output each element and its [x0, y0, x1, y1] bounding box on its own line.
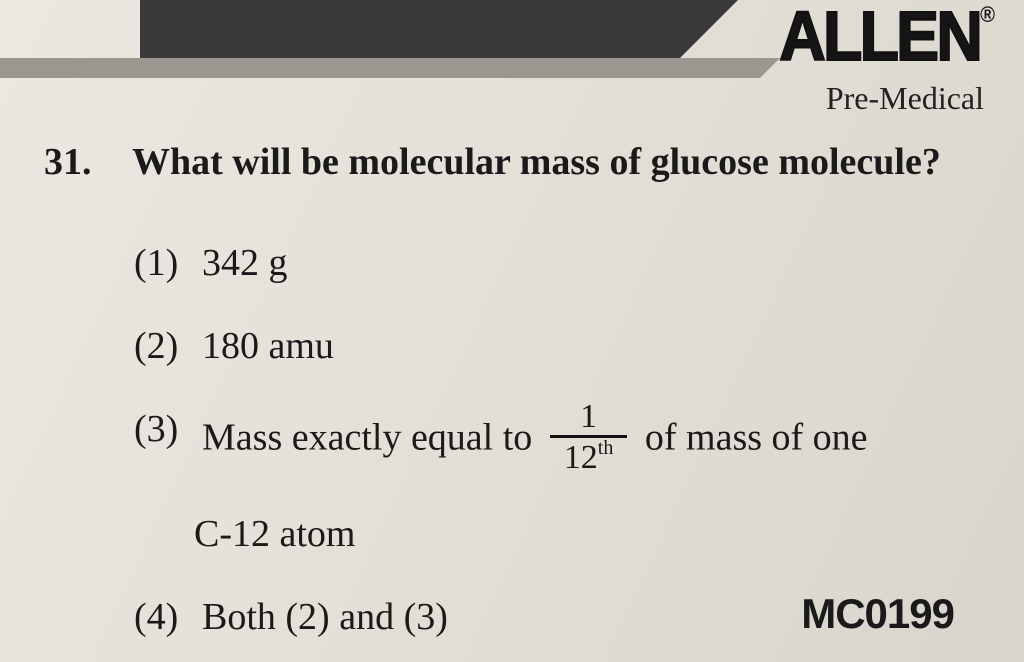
brand-mark: ® — [981, 2, 993, 27]
fraction-icon: 1 12th — [550, 398, 628, 479]
brand-text: ALLEN — [780, 0, 981, 75]
header: ALLEN® Pre-Medical — [0, 0, 1024, 130]
option-1-text: 342 g — [202, 234, 964, 293]
fraction-numerator: 1 — [550, 398, 628, 438]
option-2-text: 180 amu — [202, 317, 964, 376]
option-1-number: (1) — [134, 234, 194, 293]
banner-grey-stripe — [0, 58, 760, 78]
fraction-denominator-suffix: th — [598, 437, 614, 459]
option-4-number: (4) — [134, 588, 194, 647]
brand-logo: ALLEN® — [780, 0, 993, 76]
options-block: (1) 342 g (2) 180 amu (3) Mass exactly e… — [134, 210, 964, 647]
banner-dark-stripe — [140, 0, 680, 58]
fraction-denominator-num: 12 — [564, 439, 598, 476]
question-text: What will be molecular mass of glucose m… — [132, 140, 994, 186]
option-1: (1) 342 g — [134, 234, 964, 293]
option-3-number: (3) — [134, 400, 194, 481]
question-code: MC0199 — [801, 590, 954, 638]
question-row: 31. What will be molecular mass of gluco… — [44, 140, 994, 186]
option-2: (2) 180 amu — [134, 317, 964, 376]
option-2-number: (2) — [134, 317, 194, 376]
question-number: 31. — [44, 140, 106, 186]
fraction-denominator: 12th — [550, 438, 628, 479]
option-3-text: Mass exactly equal to 1 12th of mass of … — [202, 400, 964, 481]
header-subtitle: Pre-Medical — [826, 80, 984, 117]
option-3-suffix: of mass of one — [645, 416, 868, 458]
page: ALLEN® Pre-Medical 31. What will be mole… — [0, 0, 1024, 662]
option-3-line2: C-12 atom — [194, 505, 964, 564]
option-3: (3) Mass exactly equal to 1 12th of mass… — [134, 400, 964, 481]
option-3-prefix: Mass exactly equal to — [202, 416, 532, 458]
